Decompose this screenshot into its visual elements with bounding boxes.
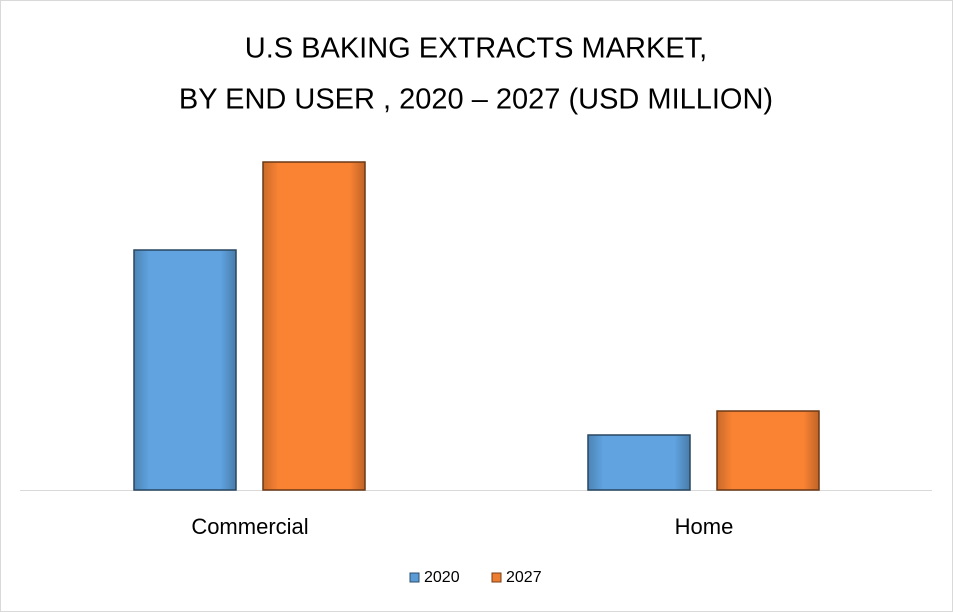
legend-label: 2027	[506, 569, 542, 586]
legend-swatch	[491, 572, 502, 583]
chart-title: BY END USER , 2020 – 2027 (USD MILLION)	[179, 84, 773, 116]
legend-label: 2020	[424, 569, 460, 586]
chart-title: U.S BAKING EXTRACTS MARKET,	[245, 33, 707, 65]
bar	[262, 161, 366, 491]
bar	[716, 410, 820, 491]
x-tick-label: Commercial	[191, 514, 308, 539]
bar	[587, 434, 691, 491]
x-tick-label: Home	[675, 514, 734, 539]
bar	[133, 249, 237, 491]
legend-swatch	[409, 572, 420, 583]
